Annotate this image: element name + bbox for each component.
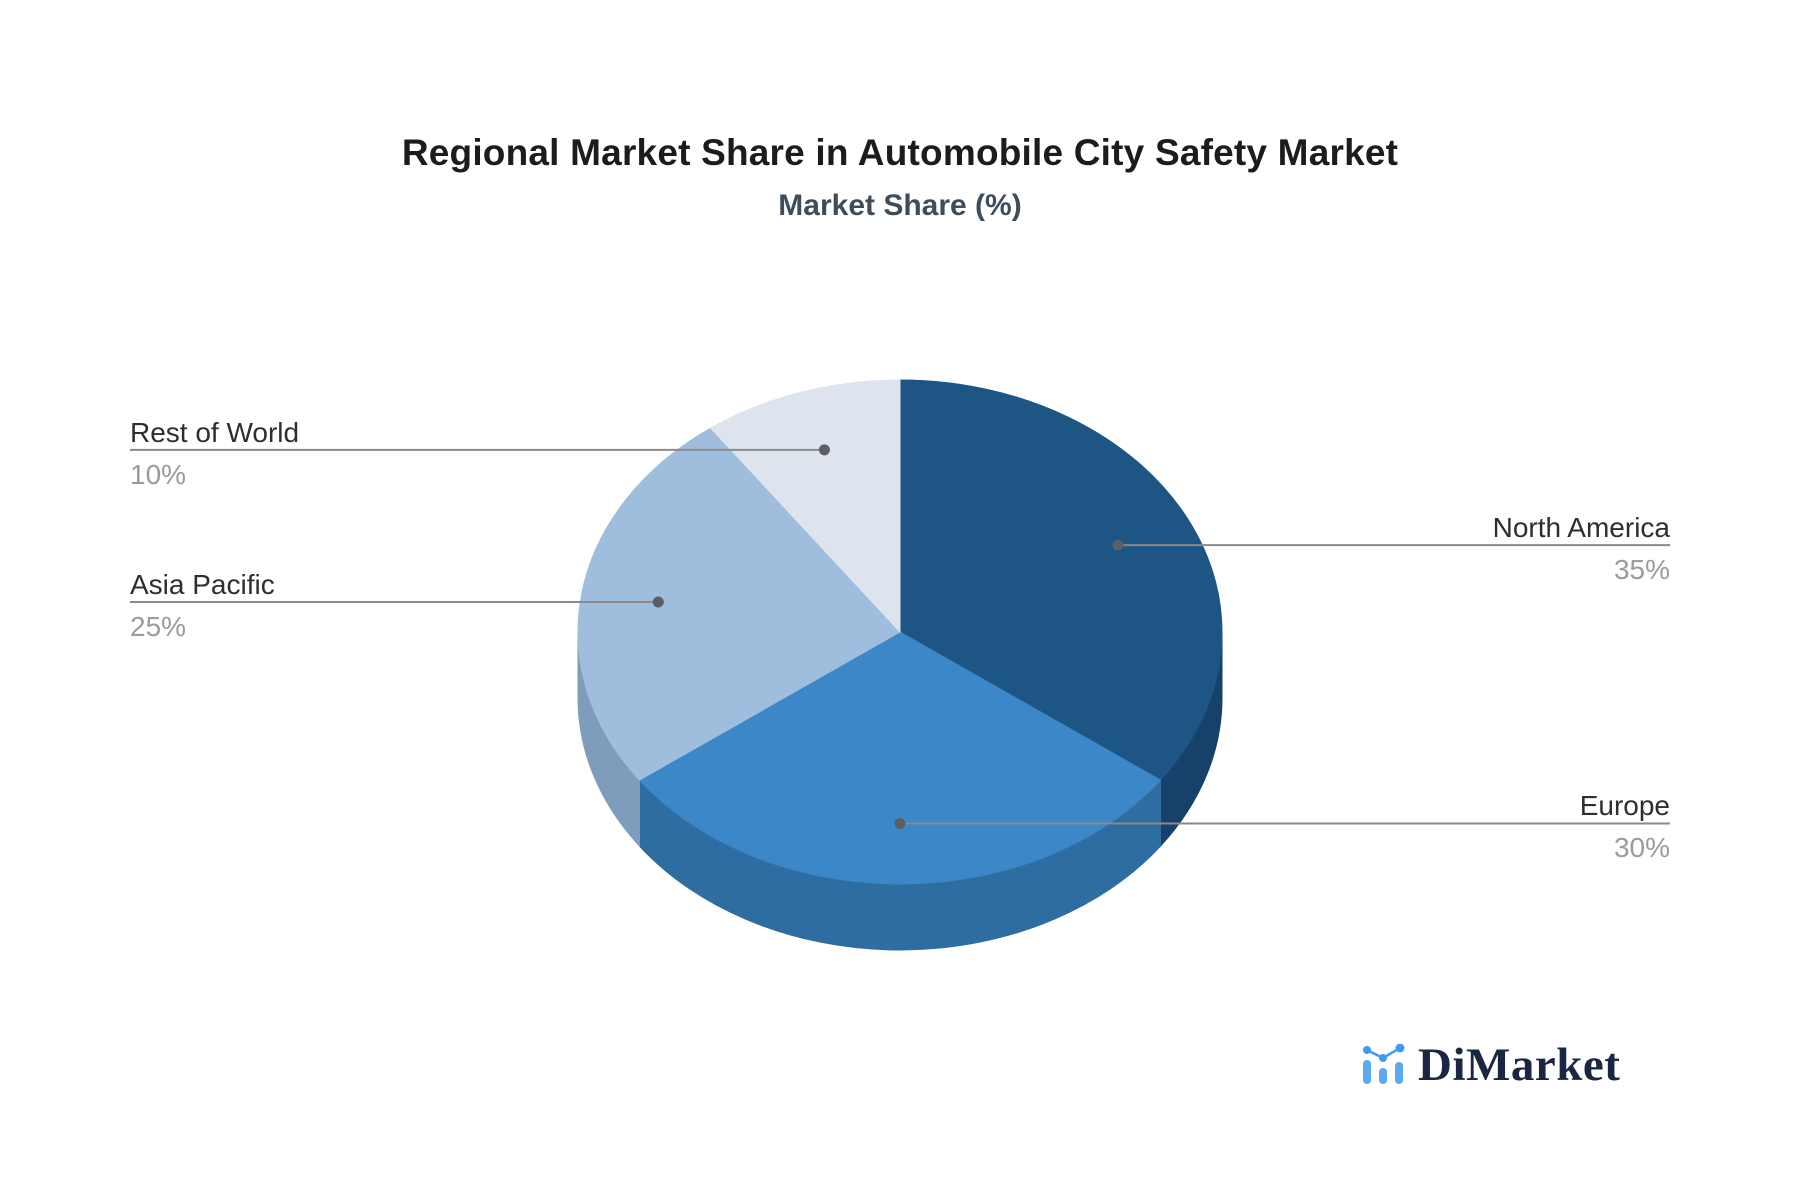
pie-slice-north-america [899,379,1223,781]
chart-subtitle: Market Share (%) [778,189,1022,222]
brand-logo: DiMarket [1362,1039,1621,1091]
slice-label-value: 35% [1613,554,1670,585]
pie-slice-rest-of-world [709,379,901,634]
slice-label-name: Rest of World [130,417,300,448]
bar-line-chart-icon [1363,1044,1405,1084]
slice-label-value: 10% [130,459,187,490]
slice-label-europe: Europe 30% [1580,790,1670,864]
pie-slice-asia-pacific [577,427,901,781]
leader-dot-north-america [1112,539,1124,551]
leader-dot-asia-pacific [652,596,664,608]
slice-label-name: Europe [1579,790,1670,821]
slice-label-north-america: North America 35% [1493,512,1670,586]
slice-label-asia-pacific: Asia Pacific 25% [130,569,275,643]
leader-dot-rest-of-world [818,444,830,456]
slice-label-rest-of-world: Rest of World 10% [130,417,299,491]
slice-label-value: 30% [1613,832,1670,863]
pie-slice-europe [638,631,1162,885]
brand-name: DiMarket [1418,1039,1621,1091]
slice-label-name: North America [1492,512,1670,543]
leader-dot-europe [894,818,906,829]
chart-title: Regional Market Share in Automobile City… [401,132,1399,173]
slice-label-value: 25% [130,611,187,642]
slice-label-name: Asia Pacific [130,569,275,600]
